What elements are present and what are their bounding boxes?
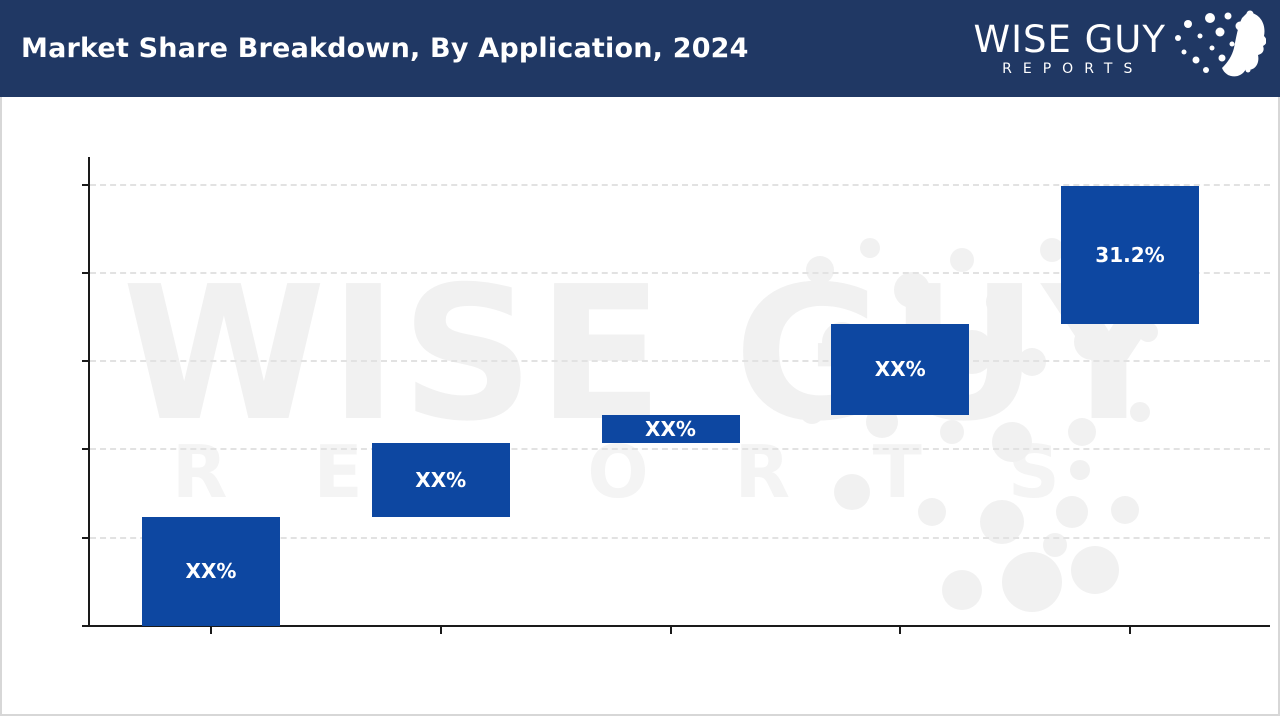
bar-blood-collection: XX% xyxy=(371,442,510,517)
gridline-y80 xyxy=(90,271,1270,274)
bar-value-label: XX% xyxy=(874,357,926,382)
y-axis-tick xyxy=(82,625,90,627)
left-edge-line xyxy=(0,97,2,716)
logo-brand-sub: REPORTS xyxy=(1002,61,1144,77)
x-axis-tick xyxy=(669,627,672,634)
x-axis-tick xyxy=(439,627,442,634)
bottom-edge-line xyxy=(0,714,1280,716)
watermark-sub-wordmark: REPORTS xyxy=(172,430,1146,514)
bar-surgical-procedures: 31.2% xyxy=(1061,185,1199,324)
y-axis-tick xyxy=(82,360,90,363)
gridline-y40 xyxy=(90,448,1270,451)
bar-value-label: 31.2% xyxy=(1095,242,1165,267)
x-axis-tick xyxy=(210,627,212,634)
x-axis-tick xyxy=(899,627,902,634)
header-bar: Market Share Breakdown, By Application, … xyxy=(0,0,1280,97)
y-axis-tick xyxy=(82,536,90,539)
gridline-y20 xyxy=(90,536,1270,539)
bar-value-label: XX% xyxy=(645,416,696,441)
page-title: Market Share Breakdown, By Application, … xyxy=(21,33,749,64)
wise-guy-logo: WISE GUY REPORTS xyxy=(974,6,1280,92)
bar-value-label: XX% xyxy=(185,559,237,584)
bar-diagnostic-tests: XX% xyxy=(601,414,740,443)
logo-text: WISE GUY REPORTS xyxy=(974,21,1166,76)
bar-value-label: XX% xyxy=(415,467,467,492)
bar-infusion-therapy: XX% xyxy=(831,323,970,415)
bar-vaccination: XX% xyxy=(142,516,280,626)
logo-brand-name: WISE GUY xyxy=(973,18,1166,61)
right-edge-line xyxy=(1278,97,1280,716)
y-axis-line xyxy=(88,157,90,626)
logo-head-dots-icon xyxy=(1175,10,1266,76)
gridline-y60 xyxy=(90,360,1270,363)
x-axis-line xyxy=(88,625,1270,627)
y-axis-tick xyxy=(82,183,90,186)
x-axis-tick xyxy=(1129,627,1131,634)
y-axis-tick xyxy=(82,271,90,274)
gridline-y100 xyxy=(90,183,1270,186)
y-axis-tick xyxy=(82,448,90,451)
